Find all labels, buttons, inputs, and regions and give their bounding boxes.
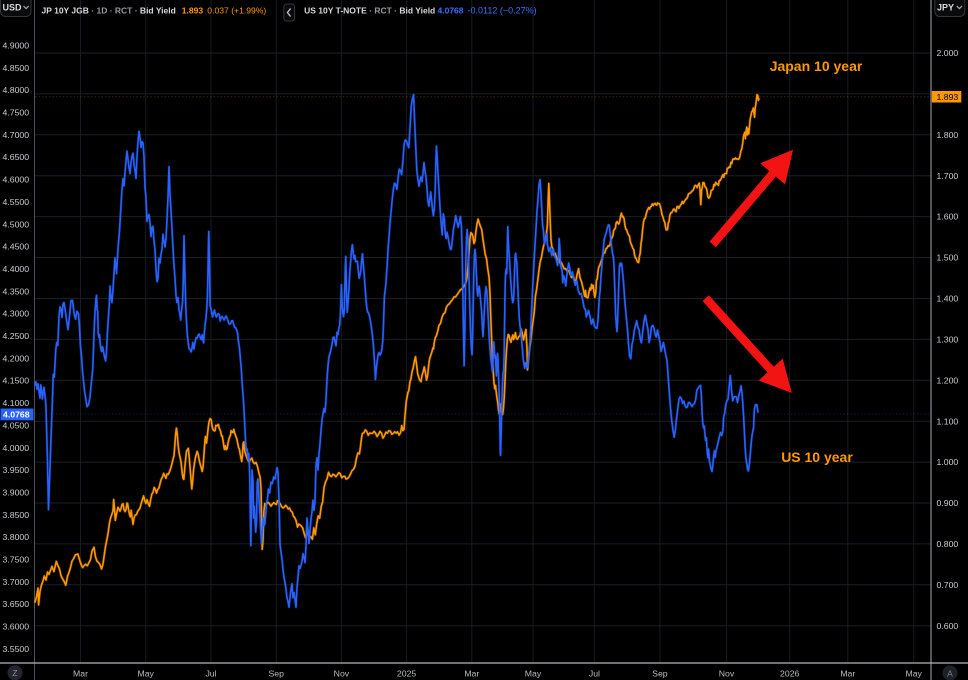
svg-text:Mar: Mar bbox=[73, 668, 88, 678]
svg-text:0.037 (+1.99%): 0.037 (+1.99%) bbox=[207, 6, 266, 16]
svg-text:3.5500: 3.5500 bbox=[3, 644, 30, 654]
svg-text:4.2500: 4.2500 bbox=[3, 331, 30, 341]
svg-text:1.100: 1.100 bbox=[937, 416, 959, 426]
svg-text:4.2000: 4.2000 bbox=[3, 353, 30, 363]
svg-text:3.9000: 3.9000 bbox=[3, 488, 30, 498]
svg-text:0.900: 0.900 bbox=[937, 498, 959, 508]
svg-text:4.1500: 4.1500 bbox=[3, 376, 30, 386]
svg-text:2025: 2025 bbox=[397, 668, 416, 678]
svg-text:4.0768: 4.0768 bbox=[3, 410, 30, 420]
svg-text:May: May bbox=[525, 668, 542, 678]
svg-text:0.800: 0.800 bbox=[937, 539, 959, 549]
svg-text:4.8000: 4.8000 bbox=[3, 85, 30, 95]
svg-text:4.4500: 4.4500 bbox=[3, 242, 30, 252]
svg-text:A: A bbox=[947, 668, 953, 678]
svg-text:Nov: Nov bbox=[719, 668, 735, 678]
svg-text:4.4000: 4.4000 bbox=[3, 264, 30, 274]
svg-text:2.000: 2.000 bbox=[937, 48, 959, 58]
svg-text:Mar: Mar bbox=[464, 668, 479, 678]
svg-text:3.7000: 3.7000 bbox=[3, 577, 30, 587]
svg-text:3.8000: 3.8000 bbox=[3, 532, 30, 542]
svg-text:1.893: 1.893 bbox=[182, 6, 204, 16]
svg-text:US 10Y T-NOTE · RCT · Bid Yiel: US 10Y T-NOTE · RCT · Bid Yield bbox=[304, 6, 435, 16]
svg-text:May: May bbox=[137, 668, 154, 678]
svg-text:4.5000: 4.5000 bbox=[3, 219, 30, 229]
svg-text:3.9500: 3.9500 bbox=[3, 465, 30, 475]
svg-text:3.6000: 3.6000 bbox=[3, 622, 30, 632]
svg-text:4.0000: 4.0000 bbox=[3, 443, 30, 453]
svg-text:Japan 10 year: Japan 10 year bbox=[770, 58, 863, 74]
svg-text:May: May bbox=[905, 668, 922, 678]
svg-text:JPY: JPY bbox=[937, 3, 954, 13]
svg-text:1.700: 1.700 bbox=[937, 171, 959, 181]
svg-text:-0.0112 (−0.27%): -0.0112 (−0.27%) bbox=[468, 6, 537, 16]
svg-text:4.6000: 4.6000 bbox=[3, 175, 30, 185]
svg-text:Mar: Mar bbox=[840, 668, 855, 678]
svg-text:1.300: 1.300 bbox=[937, 335, 959, 345]
svg-text:Nov: Nov bbox=[334, 668, 350, 678]
svg-text:1.400: 1.400 bbox=[937, 294, 959, 304]
svg-text:0.700: 0.700 bbox=[937, 580, 959, 590]
svg-text:4.9000: 4.9000 bbox=[3, 41, 30, 51]
svg-text:1.800: 1.800 bbox=[937, 130, 959, 140]
svg-text:4.0768: 4.0768 bbox=[438, 6, 464, 16]
svg-text:4.3000: 4.3000 bbox=[3, 309, 30, 319]
svg-text:4.1000: 4.1000 bbox=[3, 398, 30, 408]
svg-text:US 10 year: US 10 year bbox=[781, 449, 853, 465]
svg-text:0.600: 0.600 bbox=[937, 621, 959, 631]
svg-text:JP 10Y JGB · 1D · RCT · Bid Yi: JP 10Y JGB · 1D · RCT · Bid Yield bbox=[42, 6, 176, 16]
svg-text:4.5500: 4.5500 bbox=[3, 197, 30, 207]
svg-text:4.3500: 4.3500 bbox=[3, 286, 30, 296]
svg-text:USD: USD bbox=[3, 3, 23, 13]
svg-text:4.7000: 4.7000 bbox=[3, 130, 30, 140]
svg-text:1.500: 1.500 bbox=[937, 253, 959, 263]
svg-text:Z: Z bbox=[12, 668, 17, 678]
svg-text:4.7500: 4.7500 bbox=[3, 108, 30, 118]
svg-text:3.6500: 3.6500 bbox=[3, 599, 30, 609]
svg-text:Jul: Jul bbox=[589, 668, 600, 678]
svg-text:1.000: 1.000 bbox=[937, 457, 959, 467]
svg-text:3.8500: 3.8500 bbox=[3, 510, 30, 520]
svg-text:1.893: 1.893 bbox=[937, 92, 959, 102]
svg-text:Jul: Jul bbox=[205, 668, 216, 678]
svg-text:Sep: Sep bbox=[652, 668, 668, 678]
svg-text:4.6500: 4.6500 bbox=[3, 152, 30, 162]
svg-text:1.600: 1.600 bbox=[937, 212, 959, 222]
svg-text:1.200: 1.200 bbox=[937, 375, 959, 385]
svg-text:4.0500: 4.0500 bbox=[3, 420, 30, 430]
svg-text:Sep: Sep bbox=[268, 668, 284, 678]
svg-text:2026: 2026 bbox=[780, 668, 799, 678]
svg-text:4.8500: 4.8500 bbox=[3, 63, 30, 73]
svg-text:3.7500: 3.7500 bbox=[3, 555, 30, 565]
